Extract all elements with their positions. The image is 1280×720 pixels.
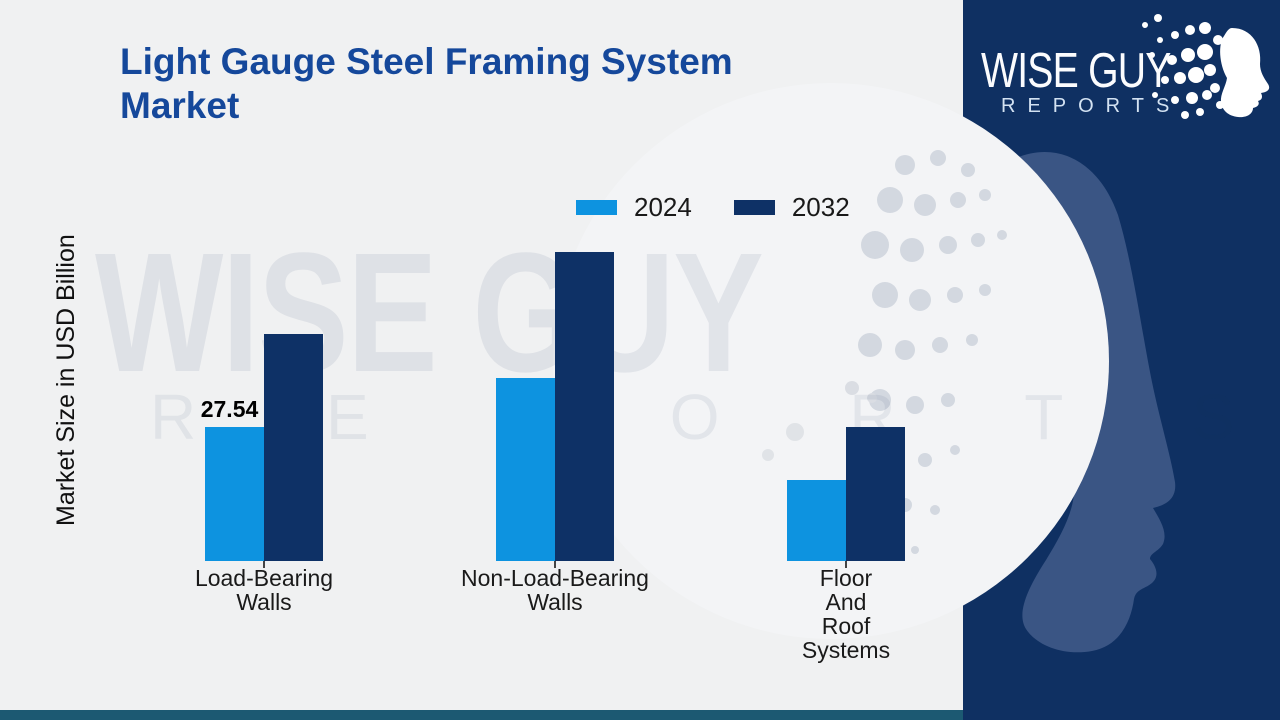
category-label: Floor And Roof Systems bbox=[801, 565, 891, 663]
watermark-reports: R E P O R T S bbox=[150, 381, 1280, 453]
brand-name: WISE GUY bbox=[981, 44, 1171, 98]
category-label: Non-Load-Bearing Walls bbox=[461, 565, 649, 615]
x-axis-tick bbox=[263, 561, 265, 568]
legend-label-2024: 2024 bbox=[634, 192, 692, 222]
category-label: Load-Bearing Walls bbox=[194, 565, 334, 615]
watermark-brand: WISE GUY bbox=[95, 218, 764, 408]
legend-label-2032: 2032 bbox=[791, 192, 850, 222]
bar-2032-group3 bbox=[846, 427, 905, 561]
x-axis-tick bbox=[845, 561, 847, 568]
legend: 2024 2032 bbox=[576, 192, 850, 223]
bar-2032-group2 bbox=[555, 252, 614, 561]
bar-2024-group3 bbox=[787, 480, 846, 561]
legend-item-2032: 2032 bbox=[733, 192, 850, 223]
legend-swatch-2032 bbox=[733, 200, 775, 215]
brand-subtitle: REPORTS bbox=[1001, 95, 1182, 117]
bar-2032-group1 bbox=[264, 334, 323, 561]
legend-swatch-2024 bbox=[576, 200, 617, 215]
legend-item-2024: 2024 bbox=[576, 192, 692, 223]
chart-title: Light Gauge Steel Framing System Market bbox=[120, 41, 733, 126]
x-axis-tick bbox=[554, 561, 556, 568]
footer-accent-bar bbox=[0, 710, 963, 720]
bar-2024-group1 bbox=[205, 427, 264, 561]
bar-value-label: 27.54 bbox=[200, 396, 259, 422]
bar-2024-group2 bbox=[496, 378, 555, 561]
